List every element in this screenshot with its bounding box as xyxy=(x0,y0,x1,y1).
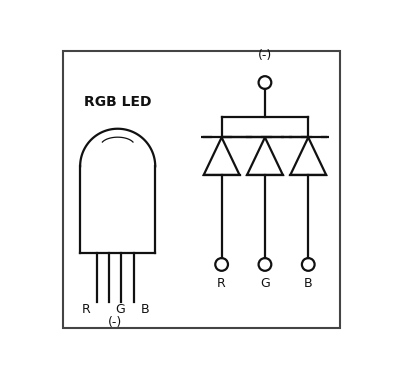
Text: B: B xyxy=(141,303,149,316)
Text: G: G xyxy=(115,303,125,316)
Text: R: R xyxy=(217,277,226,290)
Text: B: B xyxy=(304,277,312,290)
Text: (-): (-) xyxy=(258,50,272,62)
Text: G: G xyxy=(260,277,270,290)
Text: (-): (-) xyxy=(108,316,122,329)
Text: RGB LED: RGB LED xyxy=(84,94,151,108)
Text: R: R xyxy=(82,303,90,316)
